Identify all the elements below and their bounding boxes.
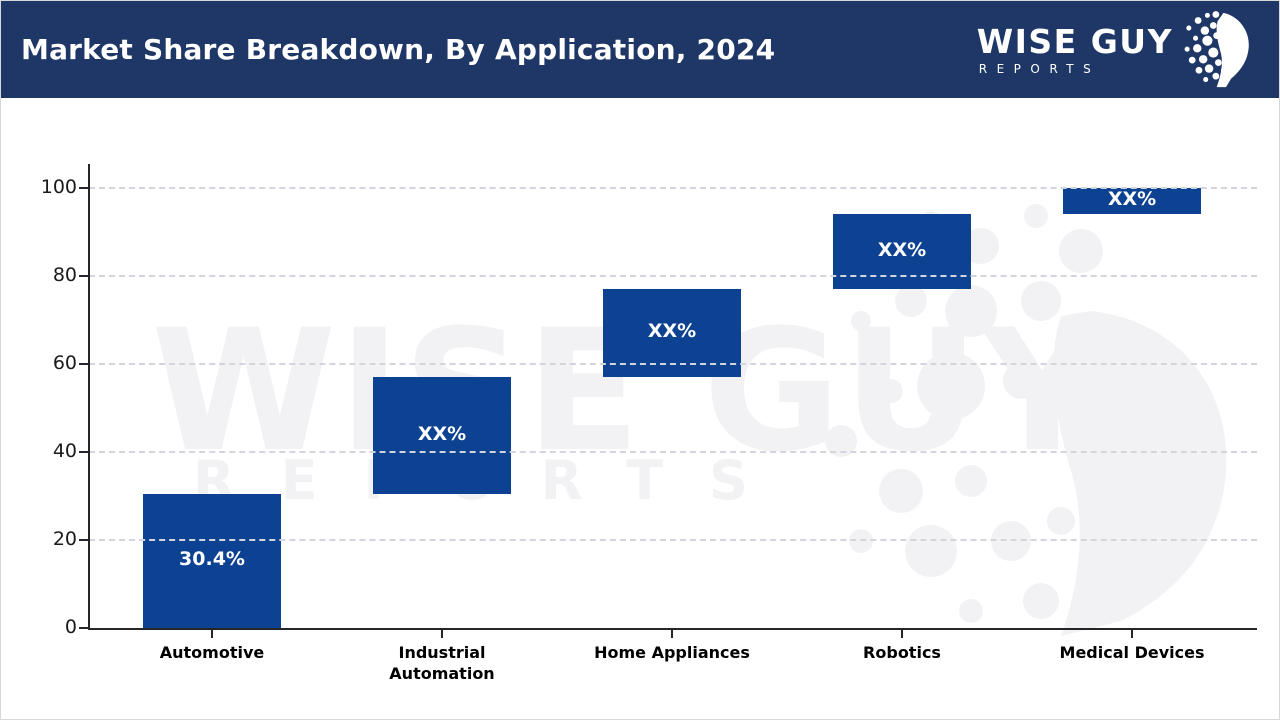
- page-title: Market Share Breakdown, By Application, …: [21, 33, 776, 66]
- gridline: [89, 187, 1257, 189]
- y-axis-tick-label: 20: [52, 528, 77, 550]
- y-axis-tick-mark: [79, 363, 89, 365]
- x-axis-category-label: Medical Devices: [1059, 643, 1205, 662]
- bar-segment: [603, 289, 741, 378]
- dotted-head-logo-icon: [1184, 10, 1249, 87]
- x-axis-category-label: Robotics: [863, 643, 941, 662]
- y-axis: [88, 164, 90, 630]
- x-axis-category-label: Automotive: [159, 643, 265, 662]
- bar-segment: [1063, 188, 1201, 215]
- y-axis-tick-label: 40: [52, 440, 77, 462]
- x-axis-category-label: Industrial Automation: [389, 643, 495, 684]
- brand-logo-text: WISE GUY REPORTS: [977, 25, 1173, 75]
- bar-value-label: XX%: [877, 238, 927, 261]
- y-axis-tick-label: 0: [64, 616, 77, 638]
- x-axis-tick-mark: [211, 630, 213, 638]
- x-axis-tick-mark: [1131, 630, 1133, 638]
- bar-segment: [373, 377, 511, 495]
- bar-value-label: XX%: [417, 422, 467, 445]
- y-axis-tick-mark: [79, 451, 89, 453]
- y-axis-tick-mark: [79, 627, 89, 629]
- y-axis-tick-label: 60: [52, 352, 77, 374]
- y-axis-tick-mark: [79, 275, 89, 277]
- bar-value-label: XX%: [647, 320, 697, 343]
- gridline: [89, 275, 1257, 277]
- gridline: [89, 539, 1257, 541]
- x-axis: [88, 628, 1257, 630]
- x-axis-tick-mark: [901, 630, 903, 638]
- y-axis-tick-label: 100: [40, 176, 77, 198]
- bar-segment: [143, 494, 281, 628]
- gridline: [89, 363, 1257, 365]
- y-axis-tick-label: 80: [52, 264, 77, 286]
- bar-value-label: 30.4%: [179, 548, 245, 571]
- y-axis-tick-mark: [79, 539, 89, 541]
- bar-value-label: XX%: [1107, 188, 1157, 211]
- y-axis-tick-mark: [79, 187, 89, 189]
- watermark-head-icon: [825, 204, 1227, 636]
- header: Market Share Breakdown, By Application, …: [1, 1, 1279, 98]
- gridline: [89, 451, 1257, 453]
- x-axis-tick-mark: [441, 630, 443, 638]
- brand-wordmark: WISE GUY: [976, 21, 1173, 61]
- brand-subtitle: REPORTS: [978, 61, 1101, 76]
- brand-logo: WISE GUY REPORTS: [977, 8, 1253, 92]
- x-axis-tick-mark: [671, 630, 673, 638]
- x-axis-category-label: Home Appliances: [594, 643, 750, 662]
